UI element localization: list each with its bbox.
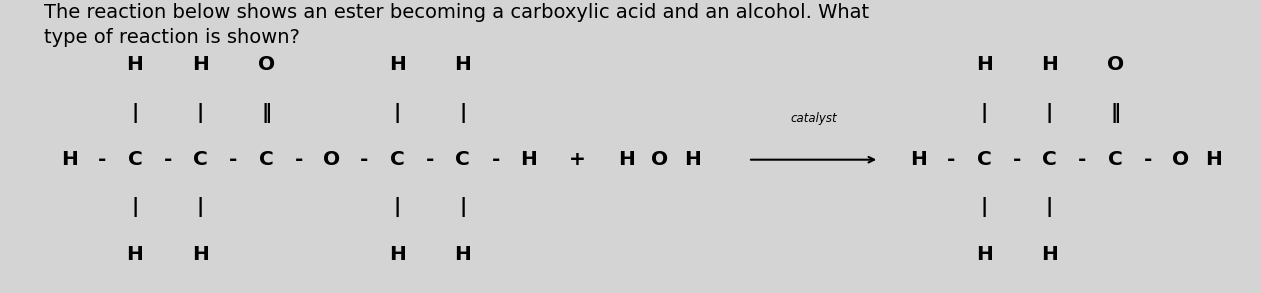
Text: H: H [520,150,537,169]
Text: C: C [390,150,405,169]
Text: H: H [192,246,209,264]
Text: C: C [259,150,274,169]
Text: |: | [980,197,987,217]
Text: H: H [388,55,406,74]
Text: |: | [459,197,467,217]
Text: H: H [1042,55,1058,74]
Text: ‖: ‖ [1110,103,1120,123]
Text: H: H [126,246,144,264]
Text: -: - [98,150,106,169]
Text: H: H [683,150,701,169]
Text: -: - [1078,150,1087,169]
Text: C: C [1043,150,1057,169]
Text: |: | [393,103,401,123]
Text: C: C [193,150,208,169]
Text: -: - [295,150,303,169]
Text: |: | [1045,197,1053,217]
Text: O: O [651,150,668,169]
Text: H: H [1206,150,1222,169]
Text: -: - [361,150,368,169]
Text: |: | [393,197,401,217]
Text: O: O [1173,150,1189,169]
Text: C: C [127,150,142,169]
Text: O: O [323,150,340,169]
Text: -: - [164,150,171,169]
Text: The reaction below shows an ester becoming a carboxylic acid and an alcohol. Wha: The reaction below shows an ester becomi… [44,3,869,47]
Text: -: - [492,150,499,169]
Text: catalyst: catalyst [791,112,837,125]
Text: +: + [569,150,586,169]
Text: -: - [1013,150,1021,169]
Text: O: O [1107,55,1124,74]
Text: C: C [977,150,991,169]
Text: O: O [257,55,275,74]
Text: H: H [618,150,636,169]
Text: -: - [947,150,956,169]
Text: C: C [1108,150,1122,169]
Text: H: H [126,55,144,74]
Text: H: H [1042,246,1058,264]
Text: -: - [426,150,434,169]
Text: |: | [131,197,139,217]
Text: C: C [455,150,470,169]
Text: H: H [910,150,927,169]
Text: H: H [454,55,472,74]
Text: H: H [976,246,992,264]
Text: -: - [230,150,237,169]
Text: H: H [454,246,472,264]
Text: |: | [459,103,467,123]
Text: ‖: ‖ [261,103,271,123]
Text: |: | [197,197,204,217]
Text: H: H [192,55,209,74]
Text: |: | [980,103,987,123]
Text: |: | [1045,103,1053,123]
Text: H: H [976,55,992,74]
Text: |: | [131,103,139,123]
Text: -: - [1144,150,1153,169]
Text: H: H [388,246,406,264]
Text: |: | [197,103,204,123]
Text: H: H [61,150,78,169]
